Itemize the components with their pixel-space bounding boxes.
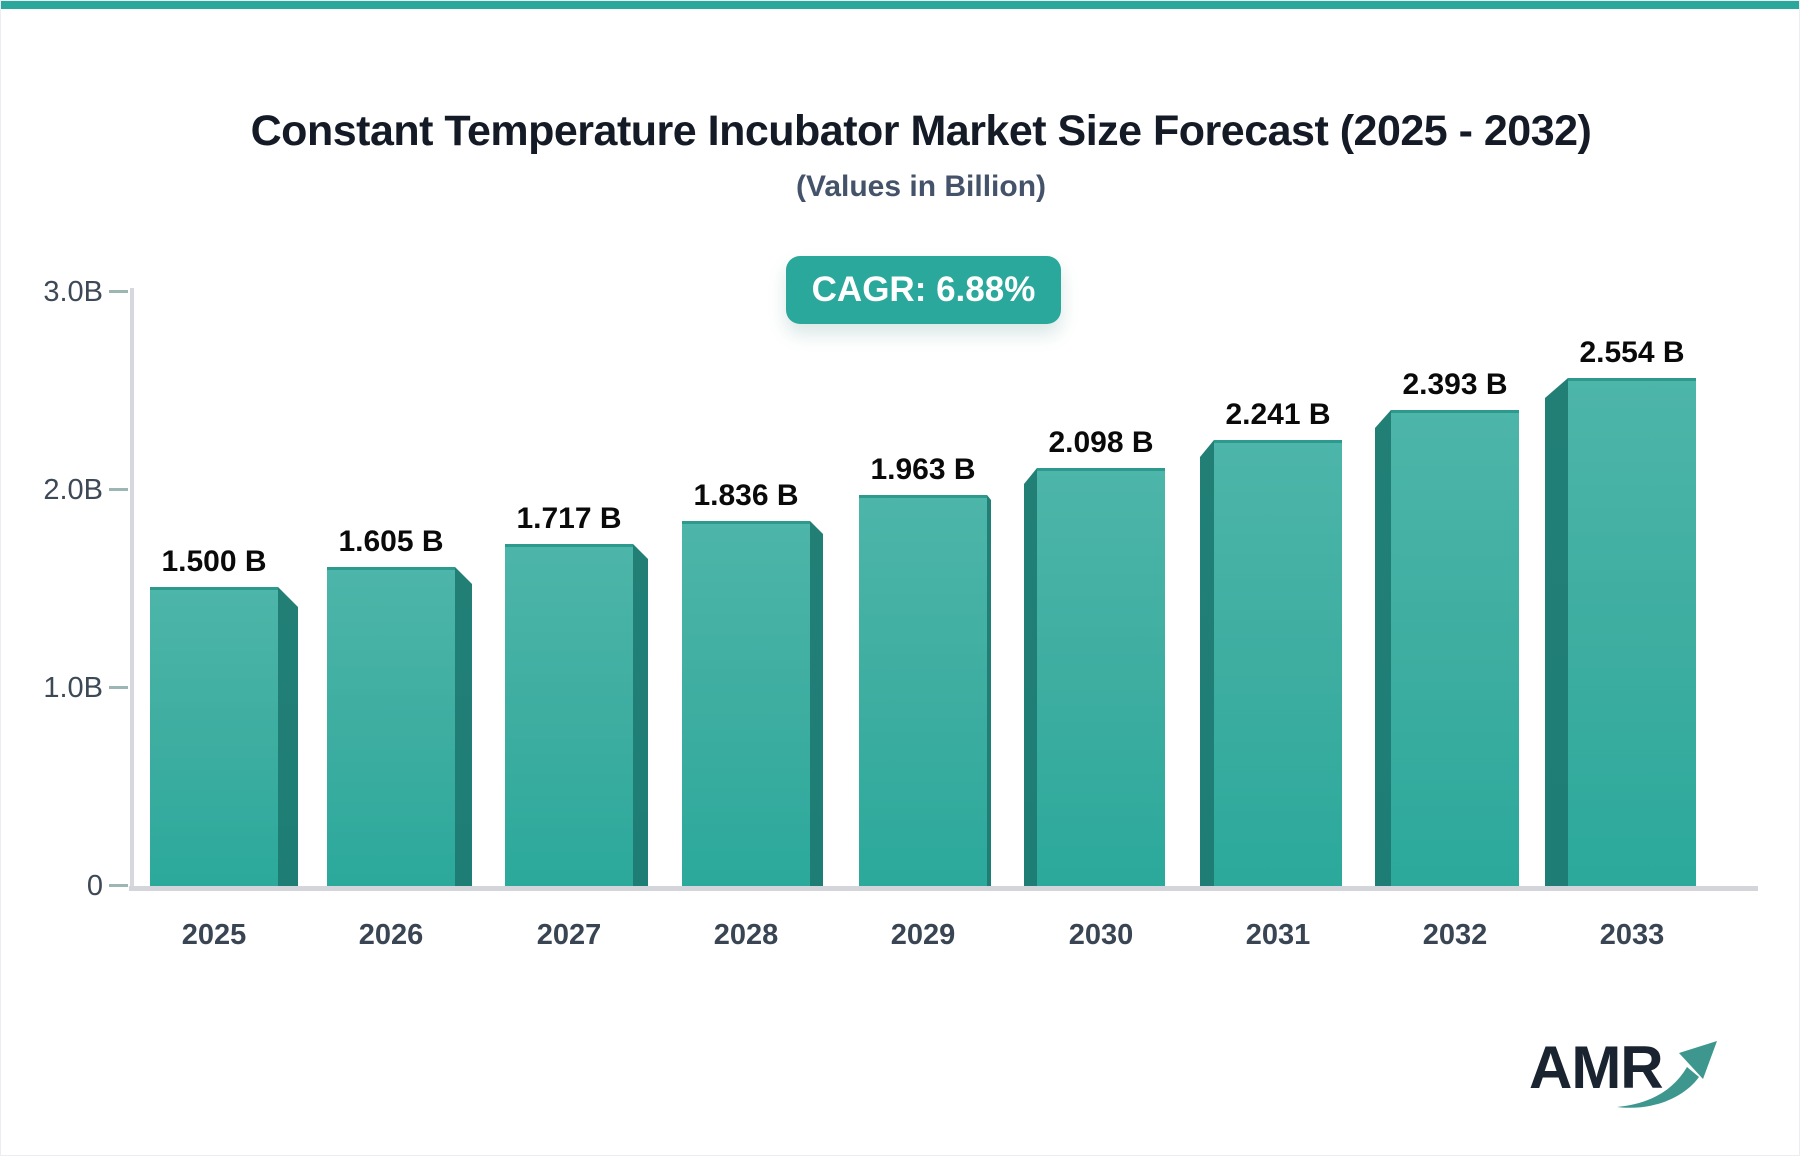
bar-front-face	[859, 495, 987, 886]
bar-2028: 1.836 B	[682, 479, 823, 886]
bar-2033: 2.554 B	[1545, 336, 1696, 886]
y-axis-label-1.0B: 1.0B	[43, 672, 103, 704]
bar-2032: 2.393 B	[1375, 368, 1519, 886]
bar-side-face	[1375, 410, 1391, 886]
y-axis-label-3.0B: 3.0B	[43, 276, 103, 308]
top-accent-bar	[1, 1, 1799, 9]
x-axis-label-2027: 2027	[536, 919, 602, 951]
chart-title: Constant Temperature Incubator Market Si…	[250, 107, 1592, 155]
y-axis-tick-mark	[109, 290, 128, 293]
bar-2026: 1.605 B	[327, 525, 472, 886]
bar-2025: 1.500 B	[150, 545, 298, 886]
x-axis-label-2030: 2030	[1068, 919, 1134, 951]
y-axis-tick-mark	[109, 488, 128, 491]
bar-value-label: 1.605 B	[338, 525, 444, 558]
amr-logo: AMR	[1529, 1033, 1729, 1123]
x-axis-label-2031: 2031	[1245, 919, 1311, 951]
x-axis-label-2033: 2033	[1599, 919, 1665, 951]
bar-side-face	[987, 495, 991, 886]
y-axis-label-0: 0	[86, 870, 103, 902]
growth-arrow-icon	[1617, 1041, 1717, 1108]
bar-value-label: 2.098 B	[1048, 426, 1154, 459]
bar-front-face	[1037, 468, 1165, 886]
amr-logo-text: AMR	[1529, 1034, 1664, 1101]
x-axis-label-2029: 2029	[890, 919, 956, 951]
cagr-badge: CAGR: 6.88%	[786, 256, 1061, 324]
cagr-badge-label: CAGR: 6.88%	[811, 270, 1036, 309]
bar-value-label: 1.717 B	[516, 502, 622, 535]
bar-front-face	[327, 567, 455, 886]
bar-2031: 2.241 B	[1200, 398, 1342, 886]
bar-side-face	[1024, 468, 1037, 886]
x-axis-label-2032: 2032	[1422, 919, 1488, 951]
bar-side-face	[278, 587, 298, 886]
bar-value-label: 1.836 B	[693, 479, 799, 512]
bar-value-label: 2.241 B	[1225, 398, 1331, 431]
bar-value-label: 1.963 B	[870, 453, 976, 486]
bar-2029: 1.963 B	[859, 453, 991, 886]
bar-front-face	[1391, 410, 1519, 886]
bar-value-label: 2.554 B	[1579, 336, 1685, 369]
bar-value-label: 1.500 B	[161, 545, 267, 578]
bar-side-face	[633, 544, 648, 886]
bar-front-face	[505, 544, 633, 886]
bar-front-face	[1214, 440, 1342, 886]
x-axis-label-2028: 2028	[713, 919, 779, 951]
y-axis-tick-mark	[109, 686, 128, 689]
bar-front-face	[682, 521, 810, 886]
bar-front-face	[150, 587, 278, 886]
bar-value-label: 2.393 B	[1402, 368, 1508, 401]
bar-2027: 1.717 B	[505, 502, 648, 886]
x-axis-label-2025: 2025	[181, 919, 247, 951]
bar-side-face	[1200, 440, 1214, 886]
y-axis-label-2.0B: 2.0B	[43, 474, 103, 506]
bar-side-face	[455, 567, 472, 886]
bar-side-face	[810, 521, 823, 886]
bar-front-face	[1568, 378, 1696, 886]
bar-side-face	[1545, 378, 1568, 886]
x-axis-label-2026: 2026	[358, 919, 424, 951]
chart-subtitle: (Values in Billion)	[795, 170, 1047, 203]
bar-2030: 2.098 B	[1024, 426, 1165, 886]
x-axis-baseline	[129, 886, 1758, 891]
y-axis-line	[130, 288, 134, 890]
chart-header: Constant Temperature Incubator Market Si…	[61, 1, 1781, 204]
y-axis-tick-mark	[109, 884, 128, 887]
